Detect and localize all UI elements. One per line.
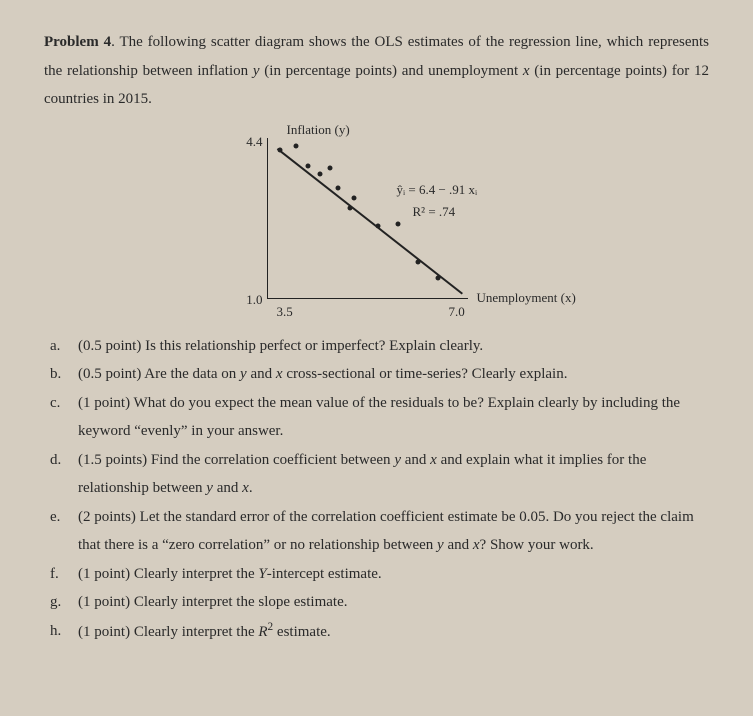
x-tick-left: 3.5: [277, 300, 293, 325]
question-e: e. (2 points) Let the standard error of …: [44, 503, 709, 560]
y-tick-bottom: 1.0: [239, 288, 263, 313]
question-d: d. (1.5 points) Find the correlation coe…: [44, 446, 709, 503]
scatter-point: [351, 195, 356, 200]
document-page: Problem 4. The following scatter diagram…: [0, 0, 753, 666]
plot-area: [267, 138, 468, 299]
question-b: b. (0.5 point) Are the data on y and x c…: [44, 360, 709, 389]
scatter-point: [395, 221, 400, 226]
scatter-point: [305, 163, 310, 168]
question-g: g. (1 point) Clearly interpret the slope…: [44, 588, 709, 617]
question-list: a. (0.5 point) Is this relationship perf…: [44, 332, 709, 647]
scatter-point: [335, 185, 340, 190]
scatter-point: [317, 171, 322, 176]
x-tick-right: 7.0: [449, 300, 465, 325]
question-a: a. (0.5 point) Is this relationship perf…: [44, 332, 709, 361]
problem-label: Problem 4: [44, 34, 111, 50]
x-axis-title: Unemployment (x): [477, 286, 576, 311]
y-tick-top: 4.4: [239, 130, 263, 155]
chart-container: Inflation (y) 4.4 1.0 3.5 7.0 Unemployme…: [44, 120, 709, 330]
scatter-chart: Inflation (y) 4.4 1.0 3.5 7.0 Unemployme…: [197, 120, 557, 330]
problem-statement: Problem 4. The following scatter diagram…: [44, 28, 709, 114]
question-f: f. (1 point) Clearly interpret the Y-int…: [44, 560, 709, 589]
scatter-point: [293, 143, 298, 148]
scatter-point: [327, 165, 332, 170]
regression-line: [277, 148, 463, 294]
question-h: h. (1 point) Clearly interpret the R2 es…: [44, 617, 709, 647]
question-c: c. (1 point) What do you expect the mean…: [44, 389, 709, 446]
